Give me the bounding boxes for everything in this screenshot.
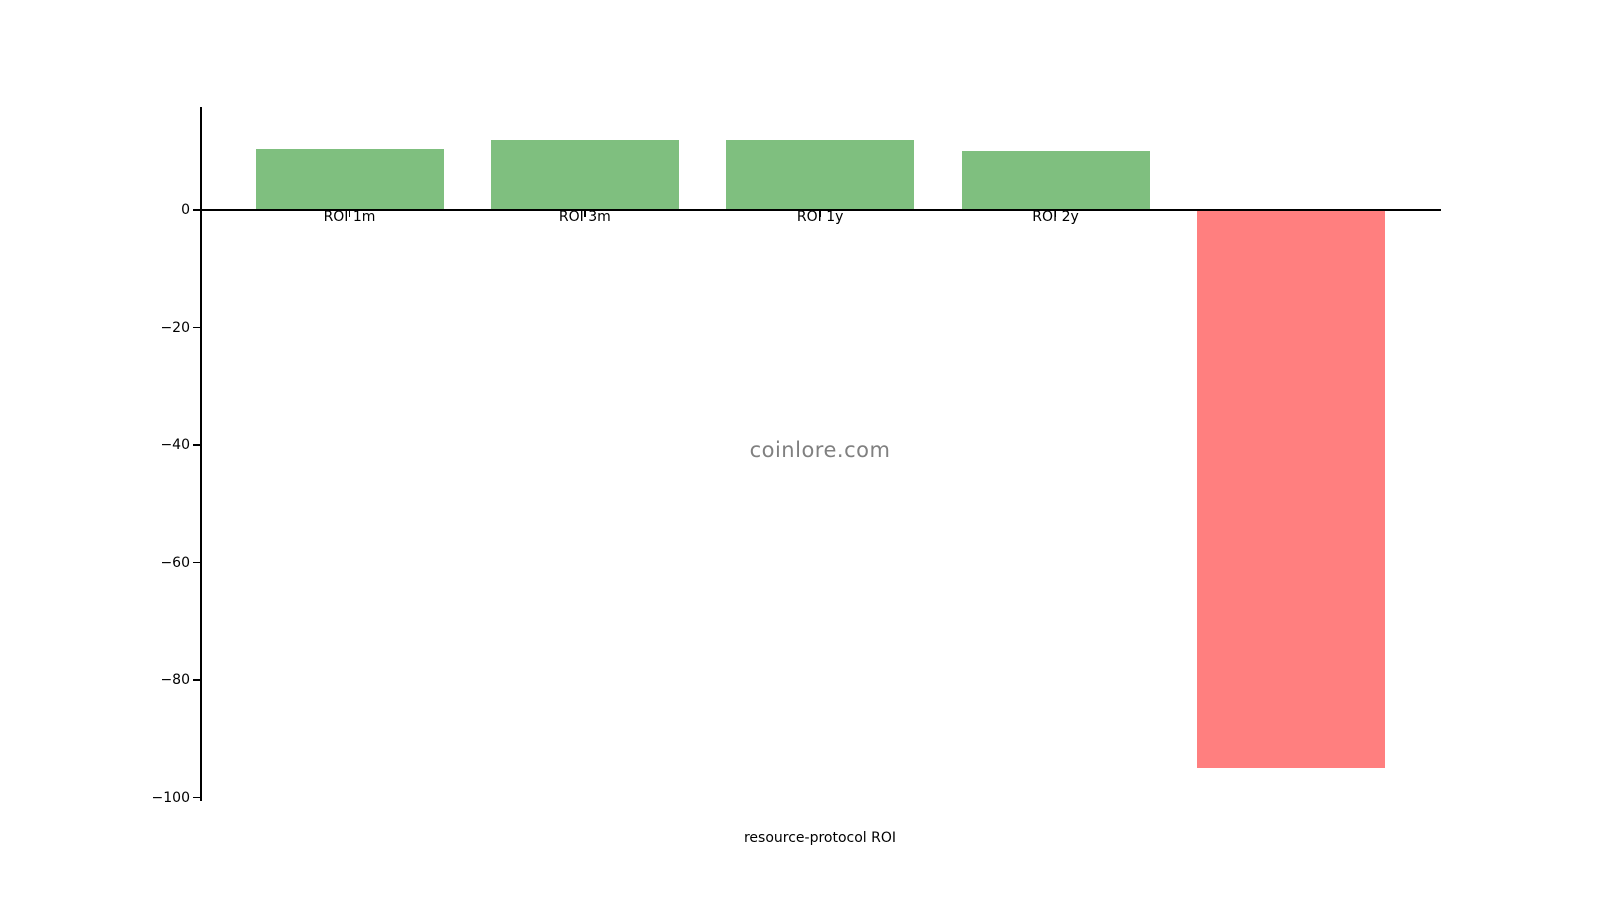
y-tick-mark <box>193 561 200 564</box>
y-tick-label: −60 <box>160 554 190 571</box>
bar-unlabeled <box>1196 210 1385 769</box>
bar-roi-1y <box>726 140 915 210</box>
watermark-text: coinlore.com <box>749 438 891 462</box>
x-tick-label: ROI 2y <box>1032 209 1079 225</box>
x-tick-label: ROI 1m <box>323 209 376 225</box>
bar-roi-2y <box>961 151 1150 210</box>
y-tick-label: 0 <box>181 202 190 218</box>
y-axis-spine <box>200 107 202 801</box>
x-tick-label: ROI 1y <box>796 209 844 225</box>
y-tick-mark <box>193 326 200 329</box>
bar-roi-1m <box>255 148 444 210</box>
x-tick-label: ROI 3m <box>558 209 611 225</box>
x-tick-mark <box>819 210 821 217</box>
x-tick-mark <box>1054 210 1057 217</box>
x-tick-mark <box>348 210 351 217</box>
x-tick-mark <box>584 210 586 217</box>
y-tick-label: −40 <box>160 437 190 453</box>
y-tick-mark <box>193 444 200 446</box>
y-tick-mark <box>193 796 200 799</box>
y-tick-label: −100 <box>151 789 190 806</box>
bar-roi-3m <box>490 139 679 210</box>
y-tick-mark <box>193 209 200 211</box>
y-tick-label: −20 <box>160 319 190 336</box>
y-tick-mark <box>193 679 200 681</box>
chart-title: resource-protocol ROI <box>743 830 897 846</box>
x-axis-zero-line <box>200 209 1441 211</box>
y-tick-label: −80 <box>160 672 190 688</box>
